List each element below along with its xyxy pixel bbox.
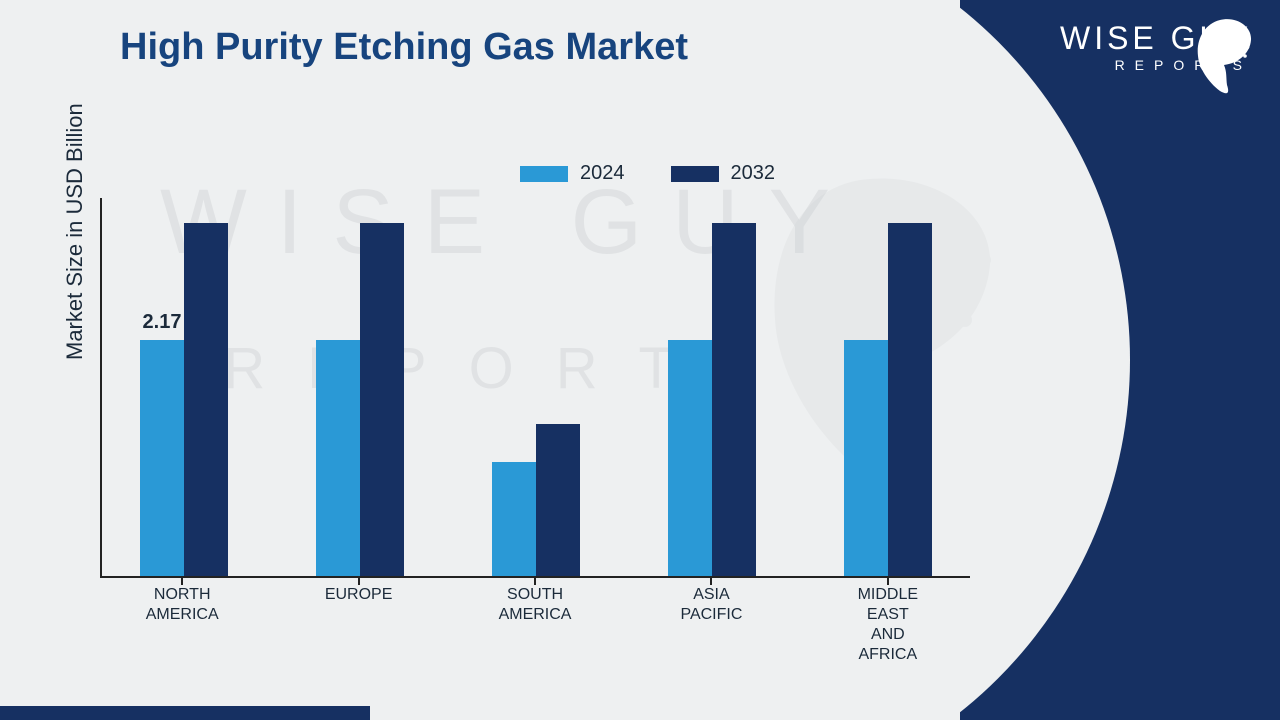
bar-group <box>472 198 600 576</box>
legend-label: 2024 <box>580 162 625 185</box>
x-tick-label: NORTH AMERICA <box>118 585 246 665</box>
x-tick-mark <box>534 578 536 585</box>
x-tick-label: EUROPE <box>294 585 422 665</box>
chart-legend: 2024 2032 <box>520 162 775 185</box>
bar <box>184 223 228 576</box>
x-tick-mark <box>181 578 183 585</box>
legend-swatch <box>520 166 568 182</box>
bar <box>316 340 360 576</box>
bar <box>668 340 712 576</box>
chart-title: High Purity Etching Gas Market <box>120 26 688 69</box>
bottom-accent-strip <box>0 706 370 720</box>
chart-plot-area: 2.17 <box>100 198 970 578</box>
legend-item: 2024 <box>520 162 625 185</box>
bar <box>888 223 932 576</box>
y-axis-label: Market Size in USD Billion <box>62 103 88 360</box>
bar-groups-container: 2.17 <box>102 198 970 576</box>
bar <box>140 340 184 576</box>
brand-head-icon <box>1190 18 1260 94</box>
legend-swatch <box>671 166 719 182</box>
bar <box>360 223 404 576</box>
x-tick-label: SOUTH AMERICA <box>471 585 599 665</box>
bar <box>536 424 580 576</box>
legend-label: 2032 <box>731 162 776 185</box>
bar-group <box>824 198 952 576</box>
legend-item: 2032 <box>671 162 776 185</box>
page-root: WISE GUY REPORTS High Purity Etching Gas… <box>0 0 1280 720</box>
bar-group: 2.17 <box>120 198 248 576</box>
x-axis-labels: NORTH AMERICA EUROPE SOUTH AMERICA ASIA PAC… <box>100 585 970 665</box>
x-tick-label: ASIA PACIFIC <box>647 585 775 665</box>
bar <box>492 462 536 576</box>
bar-group <box>296 198 424 576</box>
brand-logo: WISE GUY REPORTS <box>1060 22 1252 72</box>
bar <box>712 223 756 576</box>
x-tick-mark <box>358 578 360 585</box>
bar-group <box>648 198 776 576</box>
bar <box>844 340 888 576</box>
x-tick-mark <box>710 578 712 585</box>
x-tick-mark <box>887 578 889 585</box>
bar-value-label: 2.17 <box>140 311 184 334</box>
x-tick-label: MIDDLE EAST AND AFRICA <box>824 585 952 665</box>
